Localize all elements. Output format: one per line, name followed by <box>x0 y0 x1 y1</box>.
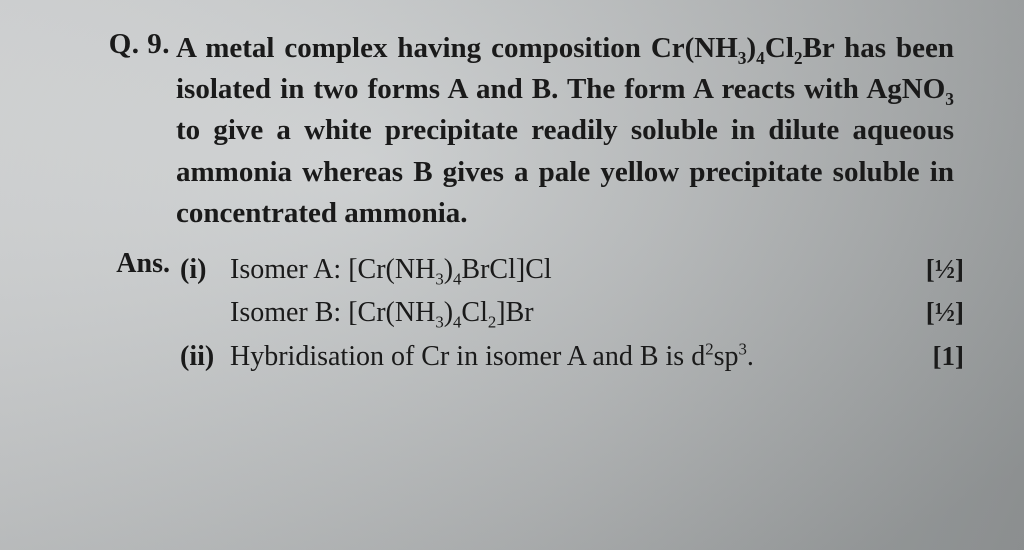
q-text-1: A metal complex having composition <box>176 32 651 64</box>
isomer-b-text: Isomer B: [Cr(NH3)4Cl2]Br <box>180 291 534 334</box>
answer-body: (i)Isomer A: [Cr(NH3)4BrCl]Cl [½] Isomer… <box>180 248 964 378</box>
ag-pre: AgNO <box>866 73 945 105</box>
isomer-a-formula: [Cr(NH3)4BrCl]Cl <box>348 254 551 285</box>
part-ii-num: (ii) <box>180 335 230 378</box>
ib-m1: ) <box>444 297 453 328</box>
answer-row: Ans. (i)Isomer A: [Cr(NH3)4BrCl]Cl [½] I… <box>60 248 964 378</box>
ib-s1: 3 <box>435 313 443 332</box>
f-pre: Cr(NH <box>651 32 738 64</box>
f-post: Br <box>803 32 835 64</box>
marks-a: [½] <box>904 249 964 291</box>
part-ii-p1: Hybridisation of Cr in isomer A and B is <box>230 341 691 372</box>
ia-m1: ) <box>444 254 453 285</box>
page: Q. 9. A metal complex having composition… <box>0 0 1024 378</box>
part-ii-text: (ii)Hybridisation of Cr in isomer A and … <box>180 335 754 378</box>
isomer-b-line: Isomer B: [Cr(NH3)4Cl2]Br [½] <box>180 291 964 334</box>
isomer-a-label: Isomer A: <box>230 254 348 285</box>
isomer-a-line: (i)Isomer A: [Cr(NH3)4BrCl]Cl [½] <box>180 248 964 291</box>
hy-de: 2 <box>705 339 713 358</box>
f-m2: Cl <box>765 32 794 64</box>
hy-spe: 3 <box>739 339 747 358</box>
f-s2: 4 <box>756 48 765 68</box>
part-ii-line: (ii)Hybridisation of Cr in isomer A and … <box>180 335 964 378</box>
isomer-a-text: (i)Isomer A: [Cr(NH3)4BrCl]Cl <box>180 248 552 291</box>
ag-s1: 3 <box>945 89 954 109</box>
hy-d: d <box>691 341 705 372</box>
q-text-3: to give a white precipitate readily solu… <box>176 114 954 228</box>
formula-agno3: AgNO3 <box>866 73 954 105</box>
f-m1: ) <box>747 32 757 64</box>
part-i-num: (i) <box>180 248 230 291</box>
ib-post: ]Br <box>496 297 533 328</box>
marks-b: [½] <box>904 292 964 334</box>
isomer-b-formula: [Cr(NH3)4Cl2]Br <box>348 297 533 328</box>
ia-pre: [Cr(NH <box>348 254 435 285</box>
question-text: A metal complex having composition Cr(NH… <box>176 28 964 234</box>
f-s3: 2 <box>794 48 803 68</box>
ib-m2: Cl <box>461 297 487 328</box>
f-s1: 3 <box>738 48 747 68</box>
part-ii-p2: . <box>747 341 754 372</box>
question-row: Q. 9. A metal complex having composition… <box>60 28 964 234</box>
ia-s1: 3 <box>435 269 443 288</box>
marks-ii: [1] <box>904 336 964 378</box>
isomer-b-label: Isomer B: <box>230 297 348 328</box>
formula-complex: Cr(NH3)4Cl2Br <box>651 32 834 64</box>
hy-sp: sp <box>714 341 739 372</box>
ib-pre: [Cr(NH <box>348 297 435 328</box>
ia-post: BrCl]Cl <box>461 254 551 285</box>
answer-label: Ans. <box>60 248 180 280</box>
hybridisation: d2sp3 <box>691 341 747 372</box>
question-label: Q. 9. <box>60 28 176 61</box>
